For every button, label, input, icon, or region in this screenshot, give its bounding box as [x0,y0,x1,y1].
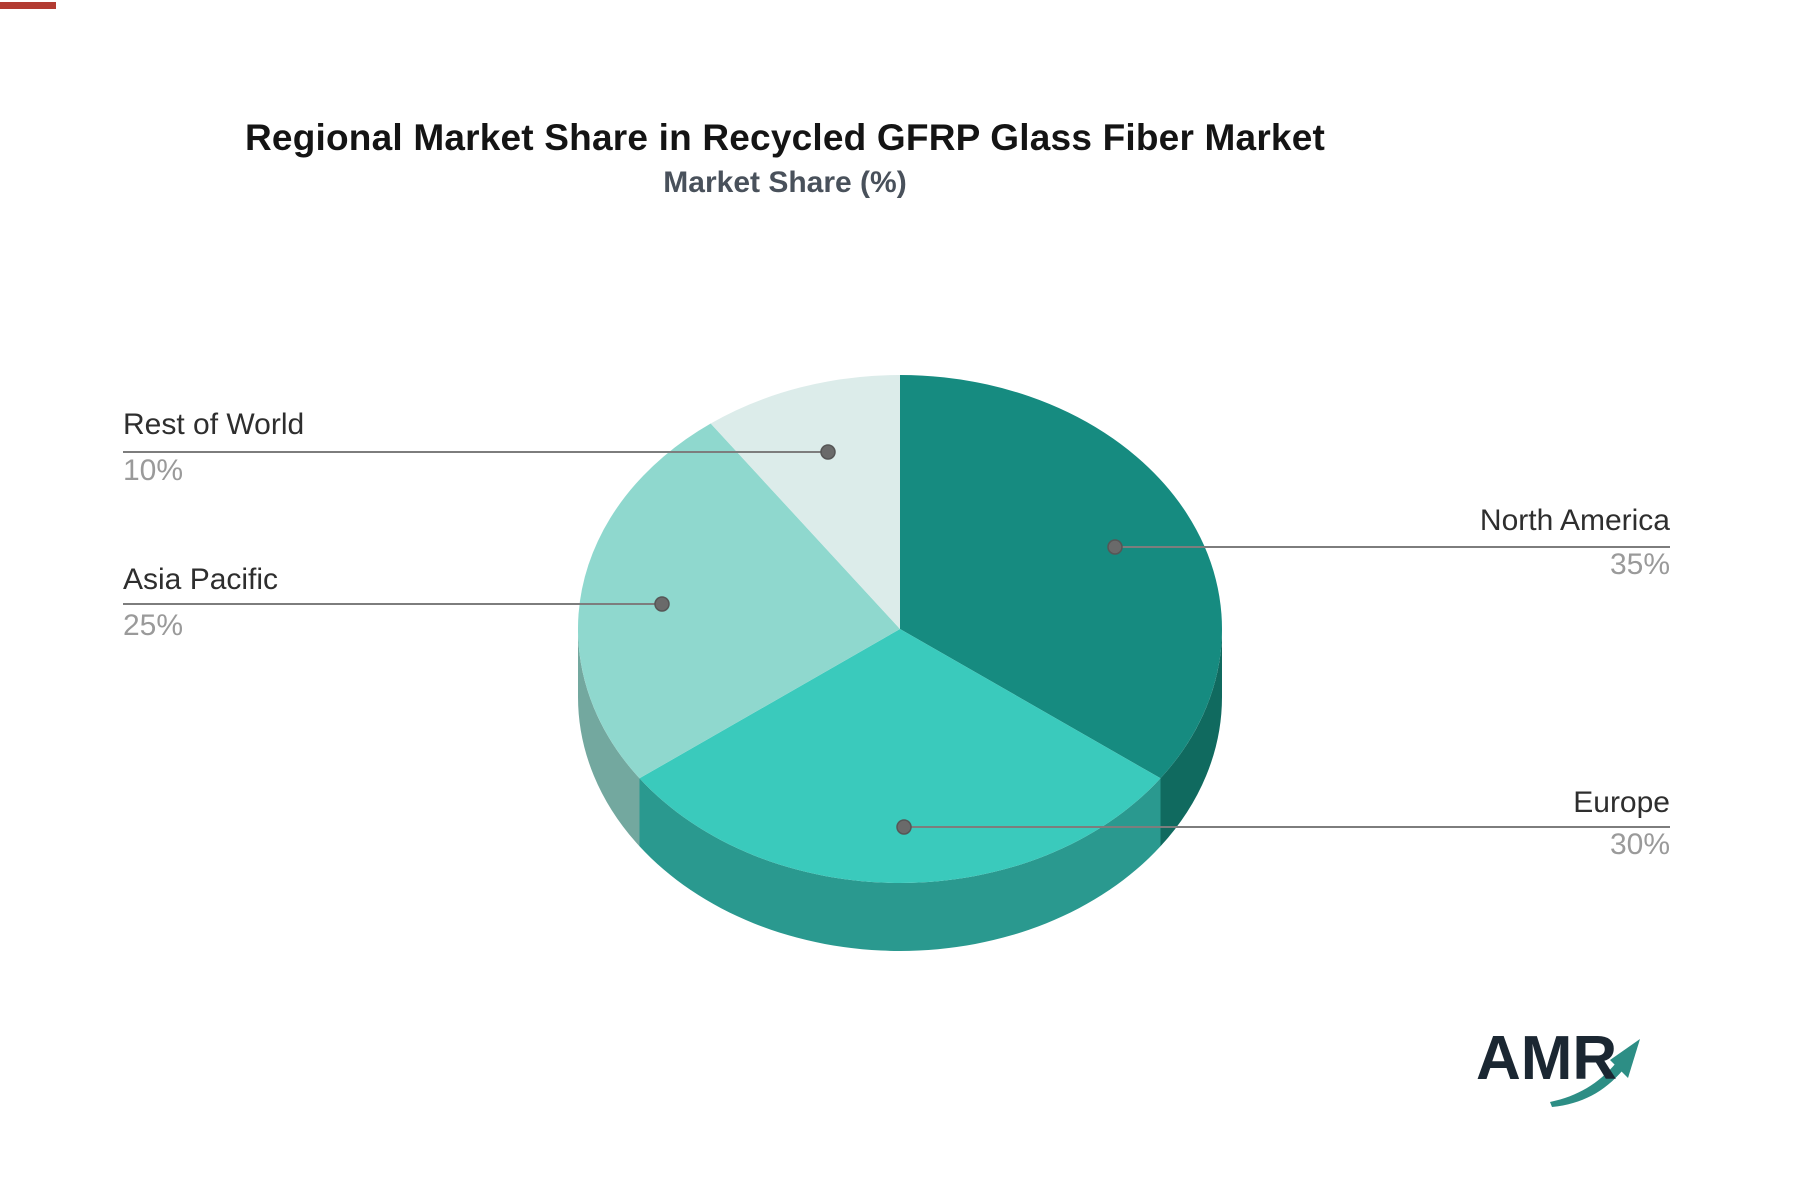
chart-subtitle: Market Share (%) [663,166,907,199]
pie-slice-side-north-america [1160,629,1222,847]
value-asia-pacific: 25% [123,609,184,642]
pie-slice-asia-pacific [577,423,900,779]
screenshot-artifact [0,2,56,9]
value-north-america: 35% [1609,548,1670,581]
leader-dot-north-america [1107,539,1123,555]
amr-logo-arrow-icon [1550,1039,1640,1107]
pie-slice-north-america [900,375,1222,779]
pie-slice-europe [639,629,1161,883]
leader-dot-europe [896,819,912,835]
pie-slice-side-asia-pacific [578,629,640,847]
amr-logo-text: AMR [1476,1024,1618,1093]
chart-title: Regional Market Share in Recycled GFRP G… [245,117,1325,158]
label-europe: Europe [1573,786,1670,819]
label-north-america: North America [1479,504,1670,537]
amr-logo: AMR [1476,1028,1656,1118]
label-asia-pacific: Asia Pacific [123,563,279,596]
pie-slice-rest-of-world [710,375,900,629]
pie-slice-side-europe [639,778,1161,951]
label-rest-of-world: Rest of World [123,408,305,441]
leader-dot-rest-of-world [820,444,836,460]
value-rest-of-world: 10% [123,454,184,487]
value-europe: 30% [1609,828,1670,861]
leader-dot-asia-pacific [654,596,670,612]
